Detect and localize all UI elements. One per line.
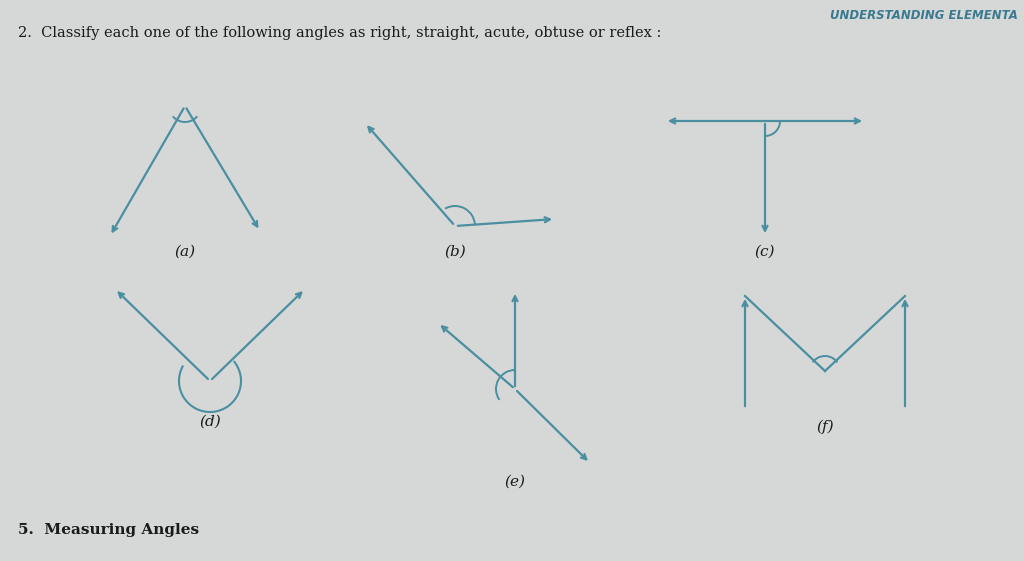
Text: (e): (e) [505, 475, 525, 489]
Text: (b): (b) [444, 245, 466, 259]
Text: (d): (d) [199, 415, 221, 429]
Text: (a): (a) [174, 245, 196, 259]
Text: (c): (c) [755, 245, 775, 259]
Text: UNDERSTANDING ELEMENTA: UNDERSTANDING ELEMENTA [830, 9, 1018, 22]
Text: 5.  Measuring Angles: 5. Measuring Angles [18, 523, 199, 537]
Text: (f): (f) [816, 420, 834, 434]
Text: 2.  Classify each one of the following angles as right, straight, acute, obtuse : 2. Classify each one of the following an… [18, 26, 662, 40]
